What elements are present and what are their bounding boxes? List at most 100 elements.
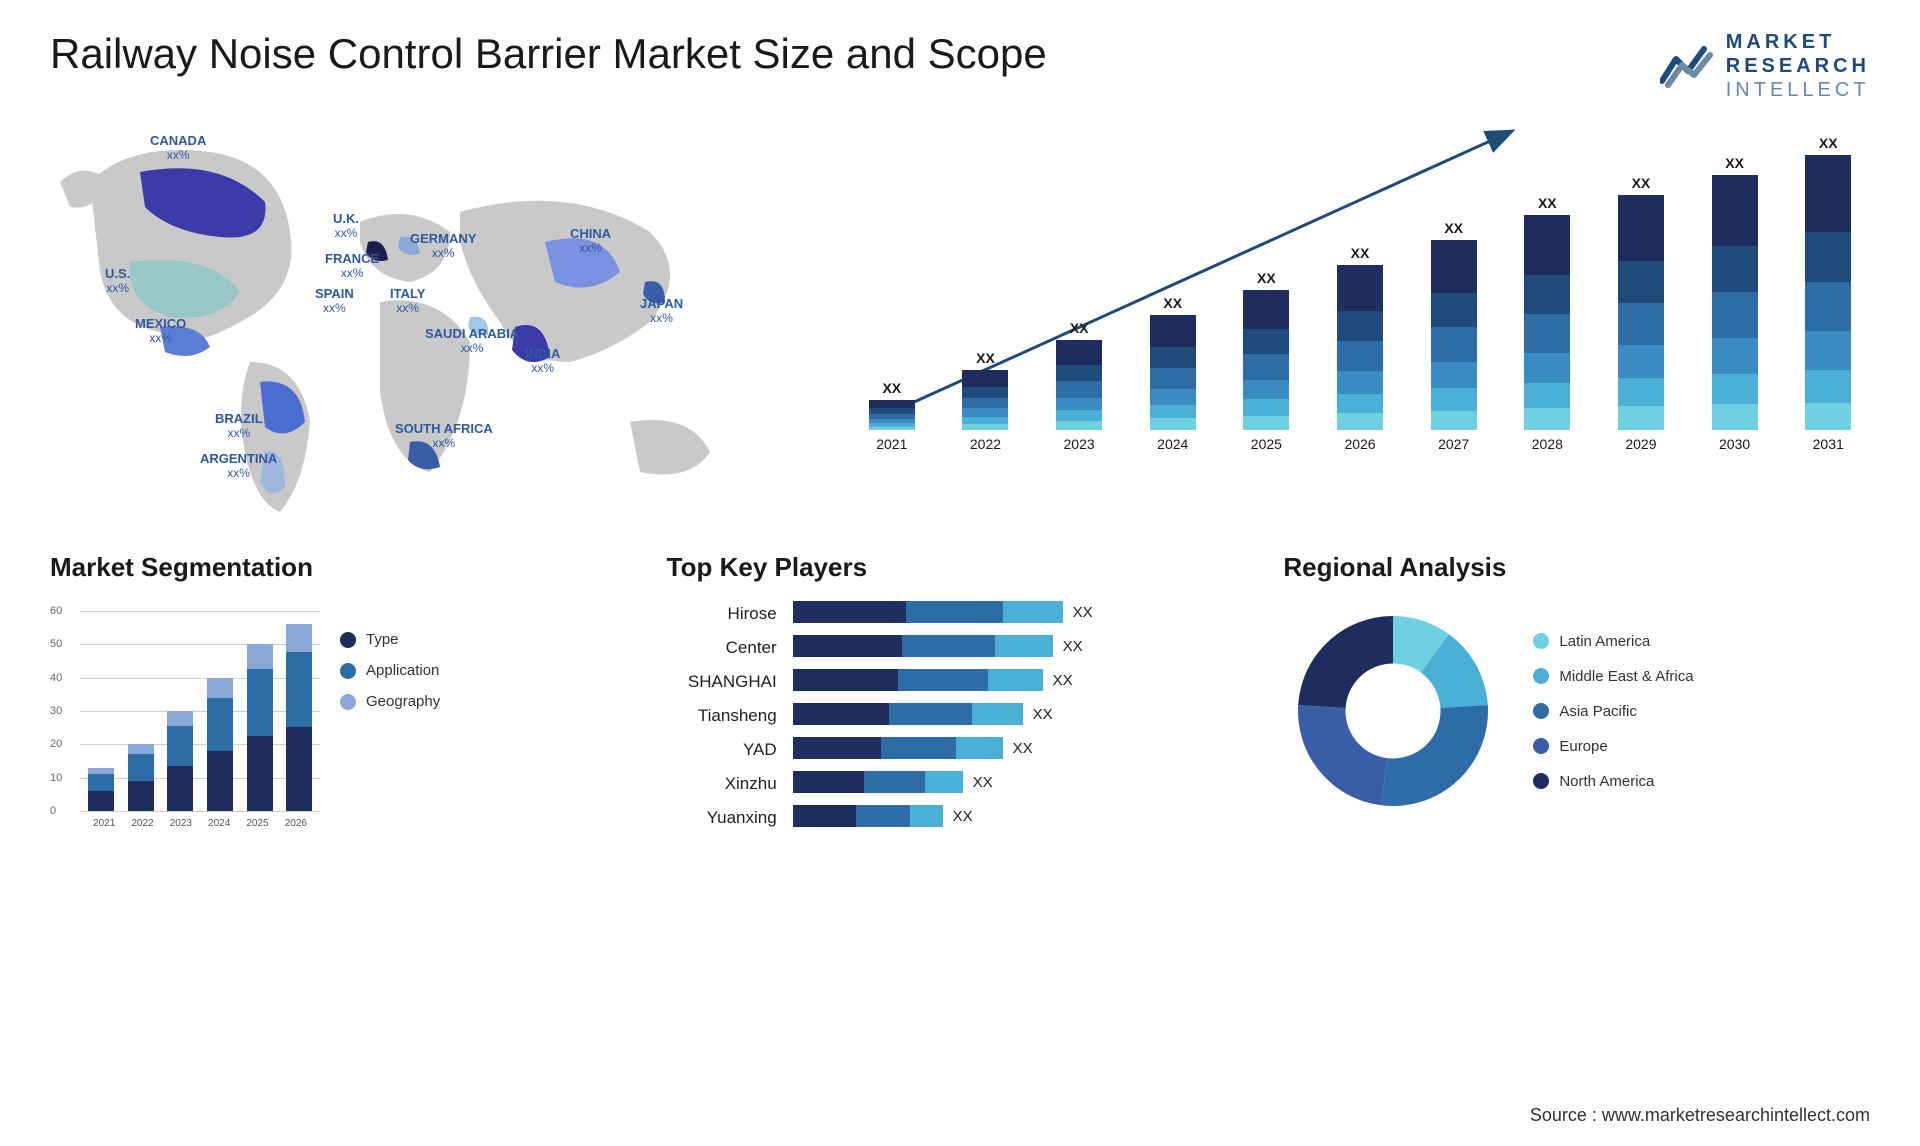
seg-bar-seg [286, 652, 312, 727]
main-bar-stack [1524, 215, 1570, 430]
main-bar-seg [962, 417, 1008, 424]
main-bar-label: XX [1163, 295, 1182, 311]
legend-dot [340, 663, 356, 679]
kp-seg [910, 805, 943, 827]
map-label-germany: GERMANYxx% [410, 232, 476, 261]
main-bar-label: XX [1351, 245, 1370, 261]
kp-seg [972, 703, 1023, 725]
main-bar-2026: XX2026 [1318, 245, 1402, 452]
main-bar-stack [869, 400, 915, 430]
main-bar-seg [1337, 371, 1383, 394]
key-players-title: Top Key Players [667, 552, 1254, 583]
main-bar-seg [1243, 380, 1289, 400]
main-bar-2028: XX2028 [1505, 195, 1589, 452]
main-bar-seg [1712, 292, 1758, 338]
map-label-france: FRANCExx% [325, 252, 379, 281]
seg-ytick: 30 [50, 705, 62, 717]
legend-label: Middle East & Africa [1559, 668, 1693, 685]
main-bar-year: 2025 [1251, 436, 1282, 452]
seg-bar-seg [128, 781, 154, 811]
main-bar-seg [1805, 155, 1851, 232]
kp-row: XX [793, 669, 1254, 691]
main-bar-year: 2030 [1719, 436, 1750, 452]
main-bar-seg [1056, 381, 1102, 397]
main-bar-seg [1431, 327, 1477, 361]
main-bar-year: 2023 [1064, 436, 1095, 452]
seg-bar-seg [88, 774, 114, 791]
main-bar-seg [1618, 195, 1664, 261]
main-bar-seg [1524, 314, 1570, 353]
main-bar-stack [1431, 240, 1477, 430]
main-bar-2024: XX2024 [1131, 295, 1215, 452]
main-bar-seg [1150, 405, 1196, 419]
seg-bar-seg [167, 711, 193, 726]
main-bar-seg [1150, 389, 1196, 405]
main-bar-seg [1150, 418, 1196, 430]
main-bar-year: 2029 [1625, 436, 1656, 452]
regional-legend: Latin AmericaMiddle East & AfricaAsia Pa… [1533, 633, 1693, 790]
map-label-canada: CANADAxx% [150, 134, 206, 163]
main-bar-2027: XX2027 [1412, 220, 1496, 452]
regional-legend-item: North America [1533, 773, 1693, 790]
kp-label: Center [667, 637, 777, 659]
main-bar-seg [1056, 410, 1102, 421]
kp-seg [902, 635, 996, 657]
key-players-labels: HiroseCenterSHANGHAITianshengYADXinzhuYu… [667, 601, 777, 829]
seg-legend-item: Geography [340, 693, 440, 710]
seg-bar-stack [286, 624, 312, 811]
seg-bar-2021 [85, 768, 117, 811]
seg-bar-2022 [125, 744, 157, 811]
main-bar-seg [1243, 354, 1289, 379]
main-bar-stack [1243, 290, 1289, 430]
kp-value: XX [973, 774, 993, 791]
main-bar-label: XX [1819, 135, 1838, 151]
kp-value: XX [1033, 706, 1053, 723]
seg-bar-seg [286, 624, 312, 652]
seg-bar-seg [128, 744, 154, 754]
main-bar-seg [869, 400, 915, 408]
kp-seg [793, 635, 902, 657]
main-bar-seg [1712, 338, 1758, 374]
legend-dot [1533, 773, 1549, 789]
map-label-italy: ITALYxx% [390, 287, 425, 316]
seg-year-label: 2026 [285, 818, 307, 829]
seg-ytick: 10 [50, 772, 62, 784]
main-bar-seg [962, 408, 1008, 416]
seg-bar-2023 [164, 711, 196, 811]
kp-bar [793, 635, 1053, 657]
main-bar-label: XX [1444, 220, 1463, 236]
main-bar-label: XX [882, 380, 901, 396]
donut-slice [1299, 616, 1394, 708]
main-bar-stack [1150, 315, 1196, 430]
kp-bar [793, 703, 1023, 725]
world-map: CANADAxx%U.S.xx%MEXICOxx%BRAZILxx%ARGENT… [50, 122, 770, 522]
legend-dot [340, 632, 356, 648]
main-bar-2029: XX 2029 [1599, 175, 1683, 452]
seg-bar-seg [207, 678, 233, 698]
seg-bar-2025 [244, 644, 276, 811]
segmentation-panel: Market Segmentation 01020304050602021202… [50, 552, 637, 841]
seg-bar-stack [167, 711, 193, 811]
main-bar-label: XX [1632, 175, 1651, 191]
seg-ytick: 60 [50, 605, 62, 617]
seg-year-label: 2025 [246, 818, 268, 829]
map-label-argentina: ARGENTINAxx% [200, 452, 277, 481]
map-label-brazil: BRAZILxx% [215, 412, 263, 441]
logo-line3: INTELLECT [1726, 78, 1870, 102]
map-label-southafrica: SOUTH AFRICAxx% [395, 422, 493, 451]
seg-bar-seg [207, 698, 233, 751]
seg-bar-2026 [283, 624, 315, 811]
main-bar-seg [962, 398, 1008, 409]
main-bar-seg [1712, 246, 1758, 292]
legend-dot [1533, 633, 1549, 649]
main-bar-seg [1712, 374, 1758, 405]
kp-value: XX [1073, 604, 1093, 621]
regional-legend-item: Europe [1533, 738, 1693, 755]
main-bar-2031: XX2031 [1786, 135, 1870, 452]
seg-bar-seg [247, 736, 273, 811]
seg-year-label: 2022 [131, 818, 153, 829]
kp-seg [864, 771, 925, 793]
kp-seg [881, 737, 957, 759]
main-bar-seg [1243, 399, 1289, 416]
kp-row: XX [793, 771, 1254, 793]
